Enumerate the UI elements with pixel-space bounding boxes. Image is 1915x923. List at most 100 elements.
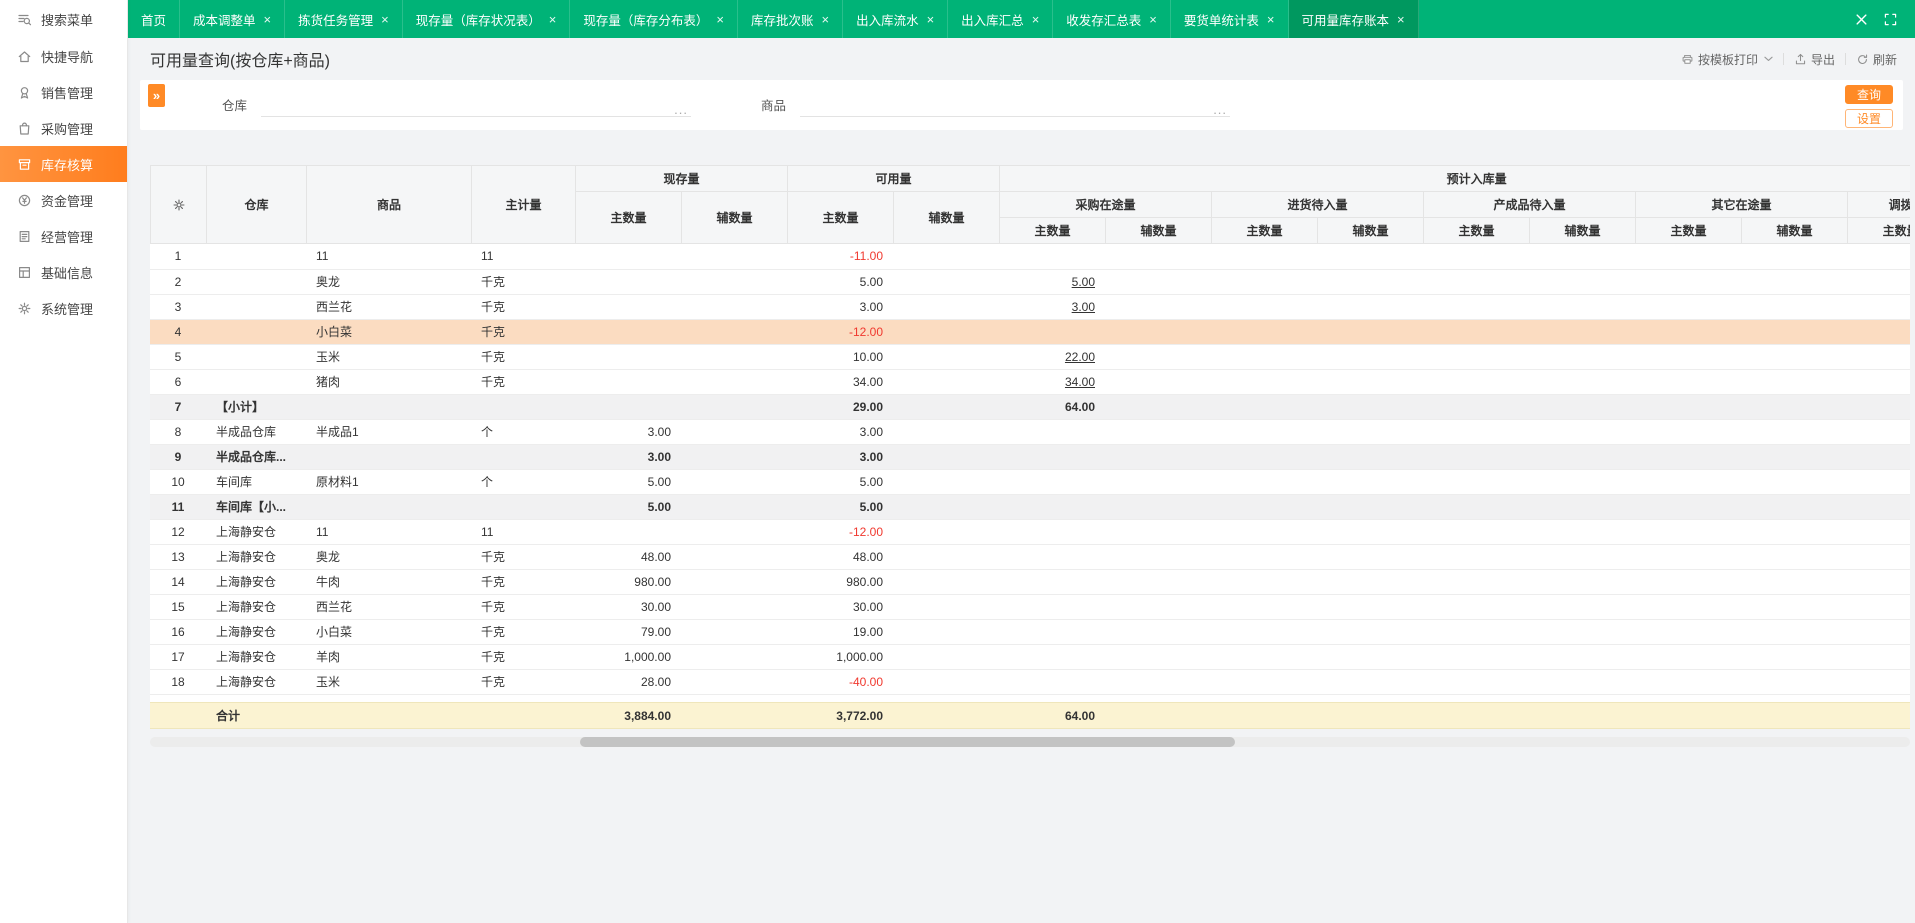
table-row[interactable]: 17 上海静安仓 羊肉 千克 1,000.00 1,000.00 [150, 644, 1910, 670]
cell [206, 319, 306, 345]
tab[interactable]: 现存量（库存分布表） × [570, 0, 738, 38]
filter-buttons: 查询 设置 [1845, 85, 1893, 128]
sidebar-item[interactable]: 快捷导航 [0, 38, 127, 74]
tab[interactable]: 出入库汇总 × [948, 0, 1054, 38]
tab[interactable]: 出入库流水 × [843, 0, 949, 38]
sidebar-item[interactable]: 基础信息 [0, 254, 127, 290]
horizontal-scrollbar[interactable] [150, 737, 1910, 747]
tab[interactable]: 拣货任务管理 × [285, 0, 403, 38]
settings-button[interactable]: 设置 [1845, 109, 1893, 128]
tab[interactable]: 现存量（库存状况表） × [403, 0, 571, 38]
tab-close-icon[interactable]: × [926, 11, 935, 27]
table-row[interactable]: 18 上海静安仓 玉米 千克 28.00 -40.00 [150, 669, 1910, 695]
toolbar-tool[interactable]: 导出 [1794, 51, 1835, 68]
tab[interactable]: 收发存汇总表 × [1053, 0, 1171, 38]
scrollbar-thumb[interactable] [580, 737, 1235, 747]
sidebar-item[interactable]: 销售管理 [0, 74, 127, 110]
table-row[interactable]: 合计 3,884.00 3,772.00 64.00 [150, 702, 1910, 729]
sidebar-item[interactable]: 采购管理 [0, 110, 127, 146]
sidebar-item[interactable]: 库存核算 [0, 146, 127, 182]
cell [999, 594, 1105, 620]
table-row[interactable]: 9 半成品仓库... 3.00 3.00 [150, 444, 1910, 470]
cell [1105, 444, 1211, 470]
tab[interactable]: 要货单统计表 × [1171, 0, 1289, 38]
tab-close-icon[interactable]: × [1031, 11, 1040, 27]
tab[interactable]: 可用量库存账本 × [1288, 0, 1419, 38]
filter-label: 仓库 [222, 99, 248, 113]
cell [1741, 669, 1847, 695]
cell [1423, 244, 1529, 270]
table-row[interactable]: 11 车间库【小... 5.00 5.00 [150, 494, 1910, 520]
table-row[interactable]: 4 小白菜 千克 -12.00 [150, 319, 1910, 345]
cell [1741, 644, 1847, 670]
filter-card: » 仓库... 商品... 查询 设置 [140, 80, 1903, 130]
cell: 半成品仓库... [206, 444, 306, 470]
cell [999, 544, 1105, 570]
table-row[interactable]: 14 上海静安仓 牛肉 千克 980.00 980.00 [150, 569, 1910, 595]
table-row[interactable]: 5 玉米 千克 10.00 22.00 [150, 344, 1910, 370]
cell: 千克 [471, 269, 575, 295]
tab-close-icon[interactable]: × [1149, 11, 1157, 27]
cell [1741, 269, 1847, 295]
cell: 11 [150, 494, 206, 520]
cell [306, 444, 471, 470]
toolbar-tool[interactable]: 按模板打印 [1681, 51, 1773, 68]
table-row[interactable]: 3 西兰花 千克 3.00 3.00 [150, 294, 1910, 320]
cell: 7 [150, 394, 206, 420]
cell [1317, 344, 1423, 370]
cell [1529, 394, 1635, 420]
tab-label: 出入库汇总 [961, 13, 1024, 28]
table-row[interactable]: 15 上海静安仓 西兰花 千克 30.00 30.00 [150, 594, 1910, 620]
cell [1529, 294, 1635, 320]
cell [1423, 419, 1529, 445]
sidebar-item[interactable]: 资金管理 [0, 182, 127, 218]
table-row[interactable]: 2 奥龙 千克 5.00 5.00 [150, 269, 1910, 295]
col-header-main-qty: 主数量 [1211, 217, 1319, 244]
picker-ellipsis[interactable]: ... [674, 101, 689, 117]
sidebar-item[interactable]: 系统管理 [0, 290, 127, 326]
table-row[interactable]: 8 半成品仓库 半成品1 个 3.00 3.00 [150, 419, 1910, 445]
cell [1105, 644, 1211, 670]
sidebar-item[interactable]: 经营管理 [0, 218, 127, 254]
picker-ellipsis[interactable]: ... [1213, 101, 1228, 117]
tab[interactable]: 成本调整单 × [180, 0, 286, 38]
cell: 12 [150, 519, 206, 545]
table-row[interactable]: 1 11 11 -11.00 [150, 244, 1910, 270]
table-row[interactable]: 10 车间库 原材料1 个 5.00 5.00 [150, 469, 1910, 495]
table-row[interactable]: 7 【小计】 29.00 64.00 [150, 394, 1910, 420]
expand-filter-button[interactable]: » [148, 84, 165, 107]
tab[interactable]: 库存批次账 × [738, 0, 844, 38]
cell [1423, 519, 1529, 545]
filter-input[interactable]: ... [261, 93, 692, 117]
tab-close-icon[interactable]: × [821, 11, 830, 27]
cell[interactable]: 5.00 [999, 269, 1105, 295]
cell [893, 444, 999, 470]
tab[interactable]: 首页 [128, 0, 181, 38]
close-icon[interactable] [1855, 13, 1868, 26]
cell[interactable]: 34.00 [999, 369, 1105, 395]
tab-close-icon[interactable]: × [263, 11, 272, 27]
table-row[interactable]: 12 上海静安仓 11 11 -12.00 [150, 519, 1910, 545]
cell[interactable]: 22.00 [999, 344, 1105, 370]
tab-close-icon[interactable]: × [548, 11, 557, 27]
tab-close-icon[interactable]: × [716, 11, 724, 27]
sidebar-item[interactable]: 搜索菜单 [0, 0, 127, 38]
table-row[interactable]: 6 猪肉 千克 34.00 34.00 [150, 369, 1910, 395]
fullscreen-icon[interactable] [1884, 13, 1897, 26]
tab-close-icon[interactable]: × [1266, 11, 1275, 27]
tab-label: 库存批次账 [750, 13, 814, 28]
toolbar-tool[interactable]: 刷新 [1856, 51, 1897, 68]
tab-close-icon[interactable]: × [1397, 11, 1405, 27]
cell [1847, 569, 1910, 595]
tab-close-icon[interactable]: × [381, 11, 389, 27]
cell [1529, 702, 1635, 729]
cell[interactable]: 3.00 [999, 294, 1105, 320]
filter-input[interactable]: ... [800, 93, 1231, 117]
funds-icon [17, 193, 32, 208]
table-row[interactable]: 16 上海静安仓 小白菜 千克 79.00 19.00 [150, 619, 1910, 645]
query-button[interactable]: 查询 [1845, 85, 1893, 104]
group-header-incoming: 进货待入量 [1211, 191, 1425, 218]
table-row[interactable]: 13 上海静安仓 奥龙 千克 48.00 48.00 [150, 544, 1910, 570]
window-controls [1837, 0, 1915, 38]
gear-icon[interactable] [172, 198, 186, 212]
